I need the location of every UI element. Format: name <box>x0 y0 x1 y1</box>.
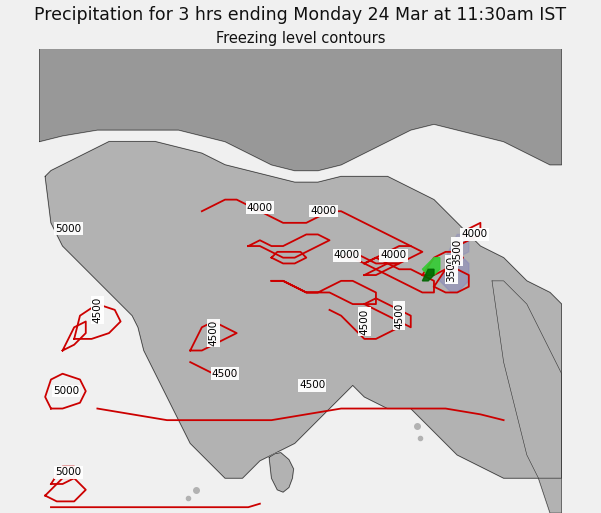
Text: 4500: 4500 <box>394 303 404 329</box>
Text: 5000: 5000 <box>55 467 81 478</box>
Polygon shape <box>423 258 440 275</box>
Text: 4500: 4500 <box>212 369 238 379</box>
Polygon shape <box>440 258 469 292</box>
Text: 4500: 4500 <box>359 308 370 334</box>
Polygon shape <box>445 234 469 258</box>
Text: 4000: 4000 <box>334 250 360 260</box>
Text: 4500: 4500 <box>93 297 102 323</box>
Text: 3500: 3500 <box>452 239 462 265</box>
Text: 4500: 4500 <box>299 380 325 390</box>
Text: 4000: 4000 <box>247 203 273 213</box>
Text: 5000: 5000 <box>55 224 81 233</box>
Polygon shape <box>45 142 562 478</box>
Text: 5000: 5000 <box>53 386 79 396</box>
Text: 4000: 4000 <box>380 250 406 260</box>
Text: 4500: 4500 <box>209 320 218 346</box>
Text: 4000: 4000 <box>462 229 487 240</box>
Text: 3500: 3500 <box>447 256 456 282</box>
Polygon shape <box>39 49 562 171</box>
Polygon shape <box>269 452 293 492</box>
Text: 4000: 4000 <box>311 206 337 216</box>
Text: Precipitation for 3 hrs ending Monday 24 Mar at 11:30am IST: Precipitation for 3 hrs ending Monday 24… <box>34 6 567 24</box>
Polygon shape <box>492 281 562 513</box>
Text: Freezing level contours: Freezing level contours <box>216 30 385 46</box>
Polygon shape <box>423 269 434 281</box>
